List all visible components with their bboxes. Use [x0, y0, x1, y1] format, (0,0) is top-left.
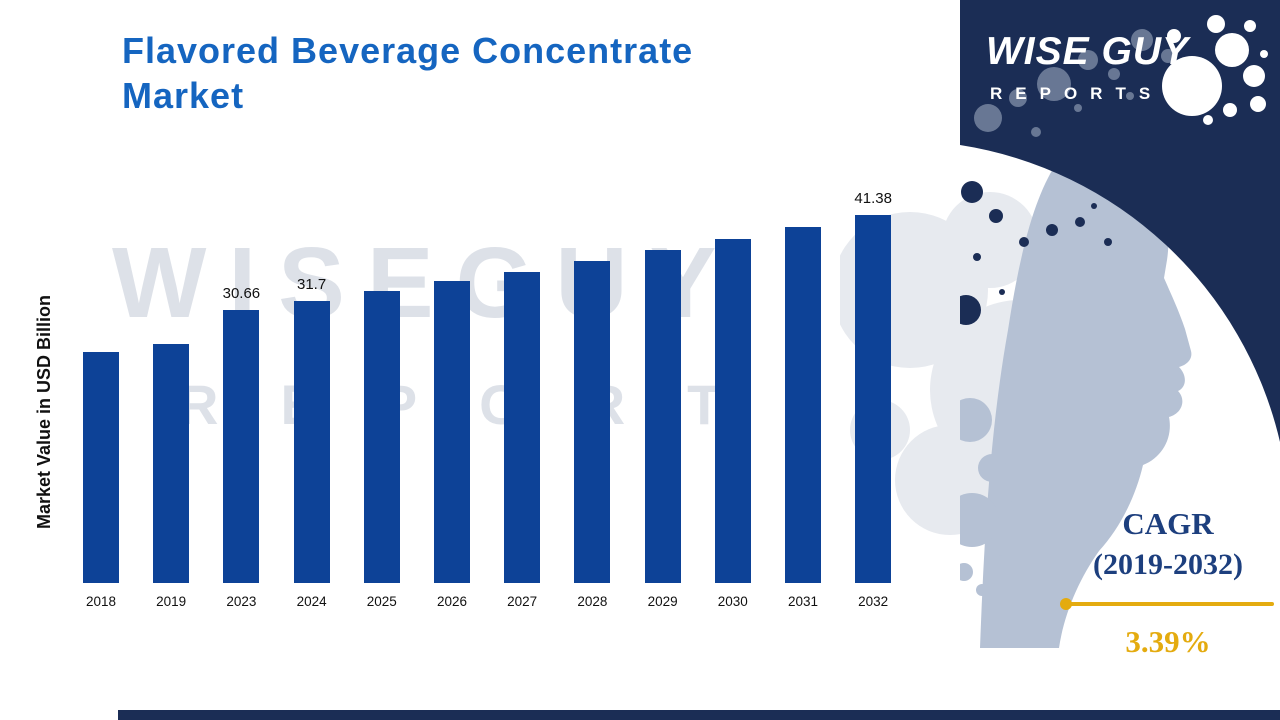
cagr-divider-dot [1060, 598, 1072, 610]
x-tick-2029: 2029 [647, 594, 678, 609]
x-tick-2030: 2030 [717, 594, 748, 609]
cagr-block: CAGR (2019-2032) 3.39% [1060, 506, 1274, 660]
bar-value-label-2023: 30.66 [222, 285, 261, 303]
x-tick-2023: 2023 [226, 594, 257, 609]
bar-2027 [504, 271, 541, 583]
bar-2024 [293, 300, 330, 583]
cagr-label: CAGR [1122, 506, 1214, 541]
bar-value-label-2032: 41.38 [854, 189, 892, 207]
bottom-accent-bar [118, 710, 1280, 720]
logo-head-icon [1162, 15, 1268, 125]
bar-2028 [574, 260, 611, 583]
watermark-text-2: REPORTS [178, 372, 883, 437]
cagr-divider [1060, 598, 1274, 610]
page-title: Flavored Beverage Concentrate Market [122, 28, 693, 118]
x-tick-2028: 2028 [577, 594, 608, 609]
bar-2026 [434, 281, 470, 583]
face-profile-silhouette [980, 153, 1192, 648]
x-tick-2026: 2026 [436, 594, 468, 609]
x-tick-2025: 2025 [366, 594, 397, 609]
bar-2019 [153, 344, 190, 583]
page-title-line-2: Market [122, 75, 245, 116]
bar-2023 [223, 310, 260, 583]
bar-2030 [714, 238, 751, 583]
light-bubbles-on-navy [974, 29, 1175, 137]
brand-subtext: REPORTS [990, 84, 1164, 103]
page-title-line-1: Flavored Beverage Concentrate [122, 30, 694, 71]
bar-2032 [855, 214, 892, 583]
bar-2029 [644, 250, 681, 583]
bar-value-label-2024: 31.7 [296, 275, 327, 293]
bar-2025 [363, 291, 400, 583]
navy-bubbles [960, 181, 1112, 325]
cagr-range: (2019-2032) [1093, 548, 1243, 581]
x-tick-2027: 2027 [507, 594, 538, 609]
x-tick-2018: 2018 [85, 594, 117, 609]
bar-2018 [83, 352, 119, 583]
watermark-text-1: WISEGUY [112, 227, 739, 339]
x-tick-2031: 2031 [787, 594, 819, 609]
x-tick-2032: 2032 [858, 594, 889, 609]
cagr-value: 3.39% [1125, 624, 1211, 659]
x-tick-2024: 2024 [296, 594, 327, 609]
brand-wordmark: WISE GUY [986, 30, 1190, 73]
x-tick-2019: 2019 [156, 594, 187, 609]
bar-2031 [785, 227, 821, 583]
light-bubble-cluster [960, 398, 1019, 596]
